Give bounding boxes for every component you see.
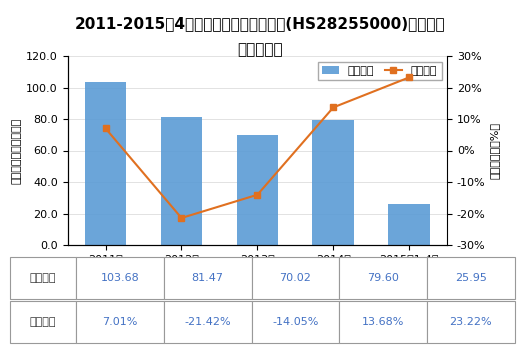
Bar (427, 257, 515, 299)
Y-axis label: 进口金额（百万美元）: 进口金额（百万美元） (12, 117, 22, 184)
同比增长 (330, 105, 336, 110)
Y-axis label: 同比增长率（%）: 同比增长率（%） (490, 122, 500, 179)
Text: 同比增长: 同比增长 (30, 317, 57, 327)
Bar (388, 204, 430, 245)
Text: 2011-2015年4月铜的氧化物及氢氧化物(HS28255000)进口总额: 2011-2015年4月铜的氧化物及氢氧化物(HS28255000)进口总额 (75, 16, 445, 31)
Bar (427, 301, 515, 343)
Text: 23.22%: 23.22% (450, 317, 492, 327)
Text: 81.47: 81.47 (192, 273, 224, 283)
Bar (252, 301, 339, 343)
Text: 进口金额: 进口金额 (30, 273, 57, 283)
Text: -21.42%: -21.42% (184, 317, 231, 327)
Bar (339, 257, 427, 299)
Bar (10, 301, 76, 343)
Bar (164, 257, 252, 299)
Bar (76, 257, 164, 299)
Bar (10, 257, 76, 299)
Text: 25.95: 25.95 (455, 273, 487, 283)
Bar (164, 301, 252, 343)
Bar (313, 120, 354, 245)
同比增长 (406, 75, 412, 79)
Text: -14.05%: -14.05% (272, 317, 319, 327)
Bar (85, 82, 126, 245)
Text: 13.68%: 13.68% (362, 317, 405, 327)
同比增长 (102, 126, 109, 131)
Text: 79.60: 79.60 (367, 273, 399, 283)
Legend: 进口金额, 同比增长: 进口金额, 同比增长 (318, 62, 441, 80)
Bar (339, 301, 427, 343)
Line: 同比增长: 同比增长 (102, 74, 413, 222)
Bar (237, 135, 278, 245)
Text: 及增速统计: 及增速统计 (237, 42, 283, 57)
Text: 70.02: 70.02 (279, 273, 311, 283)
Text: 103.68: 103.68 (100, 273, 139, 283)
Bar (252, 257, 339, 299)
同比增长 (254, 193, 261, 197)
Bar (76, 301, 164, 343)
Text: 7.01%: 7.01% (102, 317, 138, 327)
Bar (161, 117, 202, 245)
同比增长 (178, 216, 185, 220)
